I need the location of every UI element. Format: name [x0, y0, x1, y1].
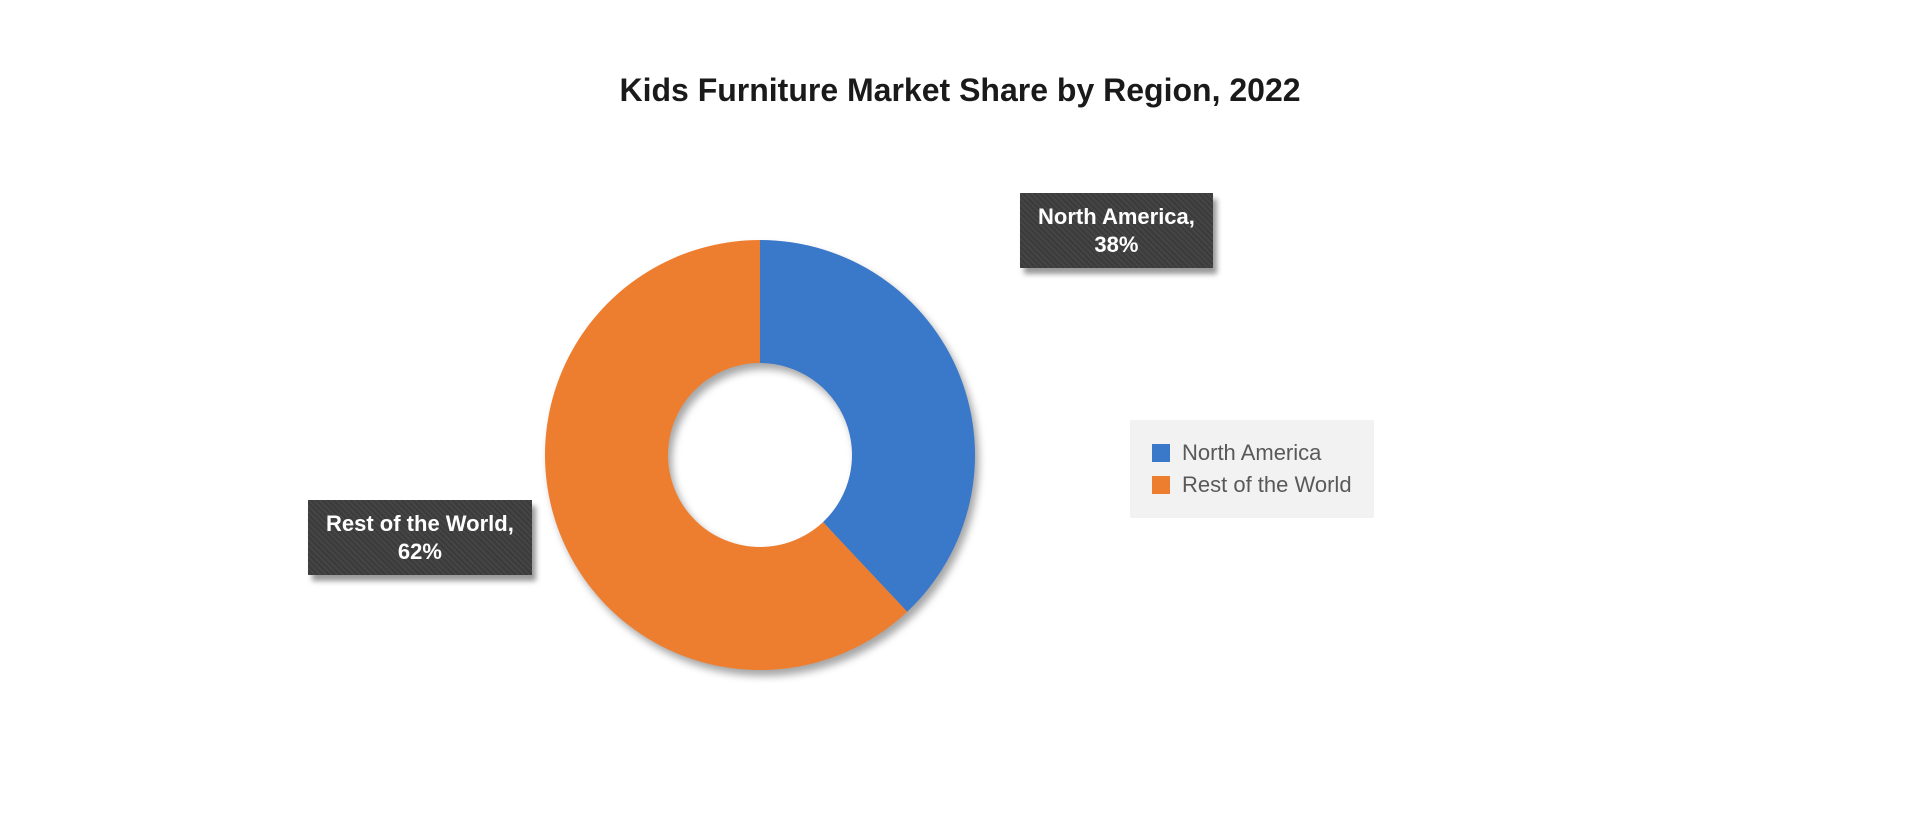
legend-item-north-america: North America — [1152, 440, 1352, 466]
donut-svg — [545, 240, 975, 670]
callout-north-america-line2: 38% — [1038, 231, 1195, 259]
legend-item-rest-of-world: Rest of the World — [1152, 472, 1352, 498]
callout-north-america-line1: North America, — [1038, 203, 1195, 231]
callout-rest-of-world: Rest of the World, 62% — [308, 500, 532, 575]
legend-swatch-rest-of-world — [1152, 476, 1170, 494]
legend-swatch-north-america — [1152, 444, 1170, 462]
callout-rest-of-world-line1: Rest of the World, — [326, 510, 514, 538]
callout-north-america: North America, 38% — [1020, 193, 1213, 268]
legend-label-rest-of-world: Rest of the World — [1182, 472, 1352, 498]
callout-rest-of-world-line2: 62% — [326, 538, 514, 566]
donut-chart — [545, 240, 975, 670]
legend: North America Rest of the World — [1130, 420, 1374, 518]
chart-title: Kids Furniture Market Share by Region, 2… — [619, 72, 1300, 109]
legend-label-north-america: North America — [1182, 440, 1321, 466]
